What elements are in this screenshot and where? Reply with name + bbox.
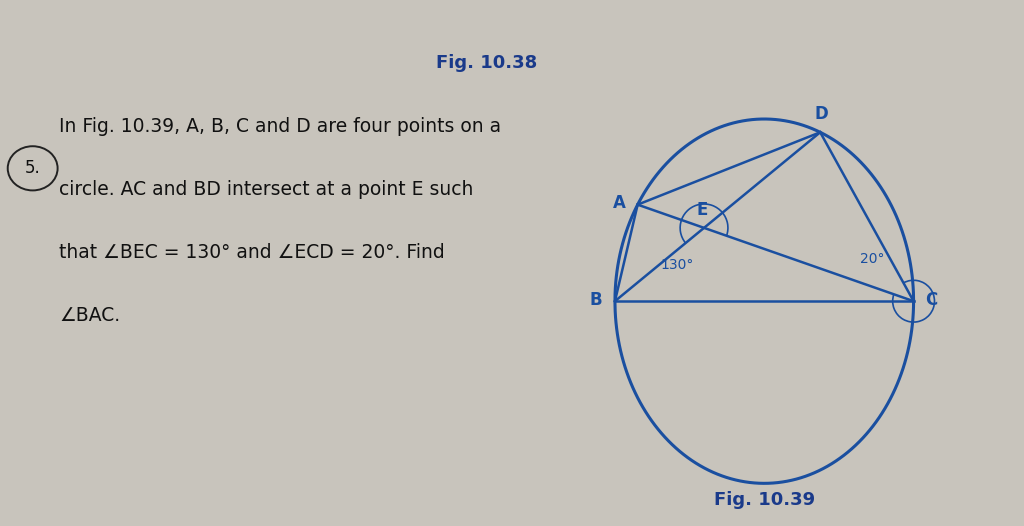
Text: Fig. 10.38: Fig. 10.38	[436, 54, 538, 72]
Text: A: A	[613, 194, 626, 212]
Text: Fig. 10.39: Fig. 10.39	[714, 491, 815, 509]
Text: C: C	[926, 291, 938, 309]
Text: E: E	[697, 201, 709, 219]
Text: 5.: 5.	[25, 159, 41, 177]
Text: D: D	[815, 105, 828, 124]
Text: In Fig. 10.39, A, B, C and D are four points on a: In Fig. 10.39, A, B, C and D are four po…	[59, 117, 502, 136]
Text: 20°: 20°	[859, 252, 884, 266]
Text: circle. AC and BD intersect at a point E such: circle. AC and BD intersect at a point E…	[59, 180, 474, 199]
Text: that ∠BEC = 130° and ∠ECD = 20°. Find: that ∠BEC = 130° and ∠ECD = 20°. Find	[59, 243, 445, 262]
Text: B: B	[589, 291, 602, 309]
Text: 130°: 130°	[660, 258, 694, 272]
Text: ∠BAC.: ∠BAC.	[59, 306, 121, 325]
